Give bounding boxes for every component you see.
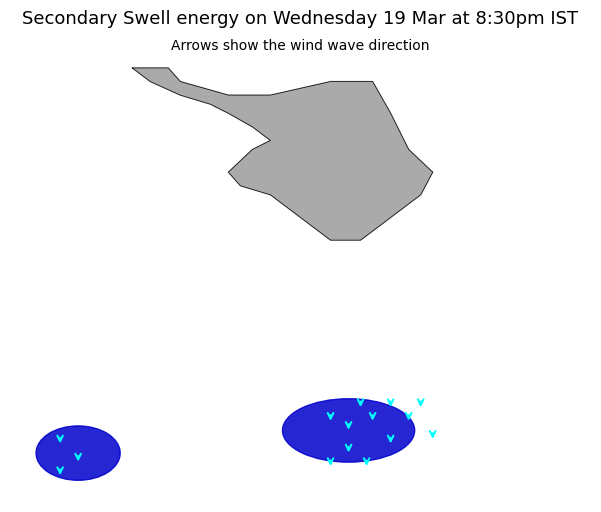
Polygon shape [132,68,433,240]
Text: Secondary Swell energy on Wednesday 19 Mar at 8:30pm IST: Secondary Swell energy on Wednesday 19 M… [22,10,579,28]
Ellipse shape [36,426,120,480]
Ellipse shape [282,399,415,462]
Text: Arrows show the wind wave direction: Arrows show the wind wave direction [171,39,430,53]
